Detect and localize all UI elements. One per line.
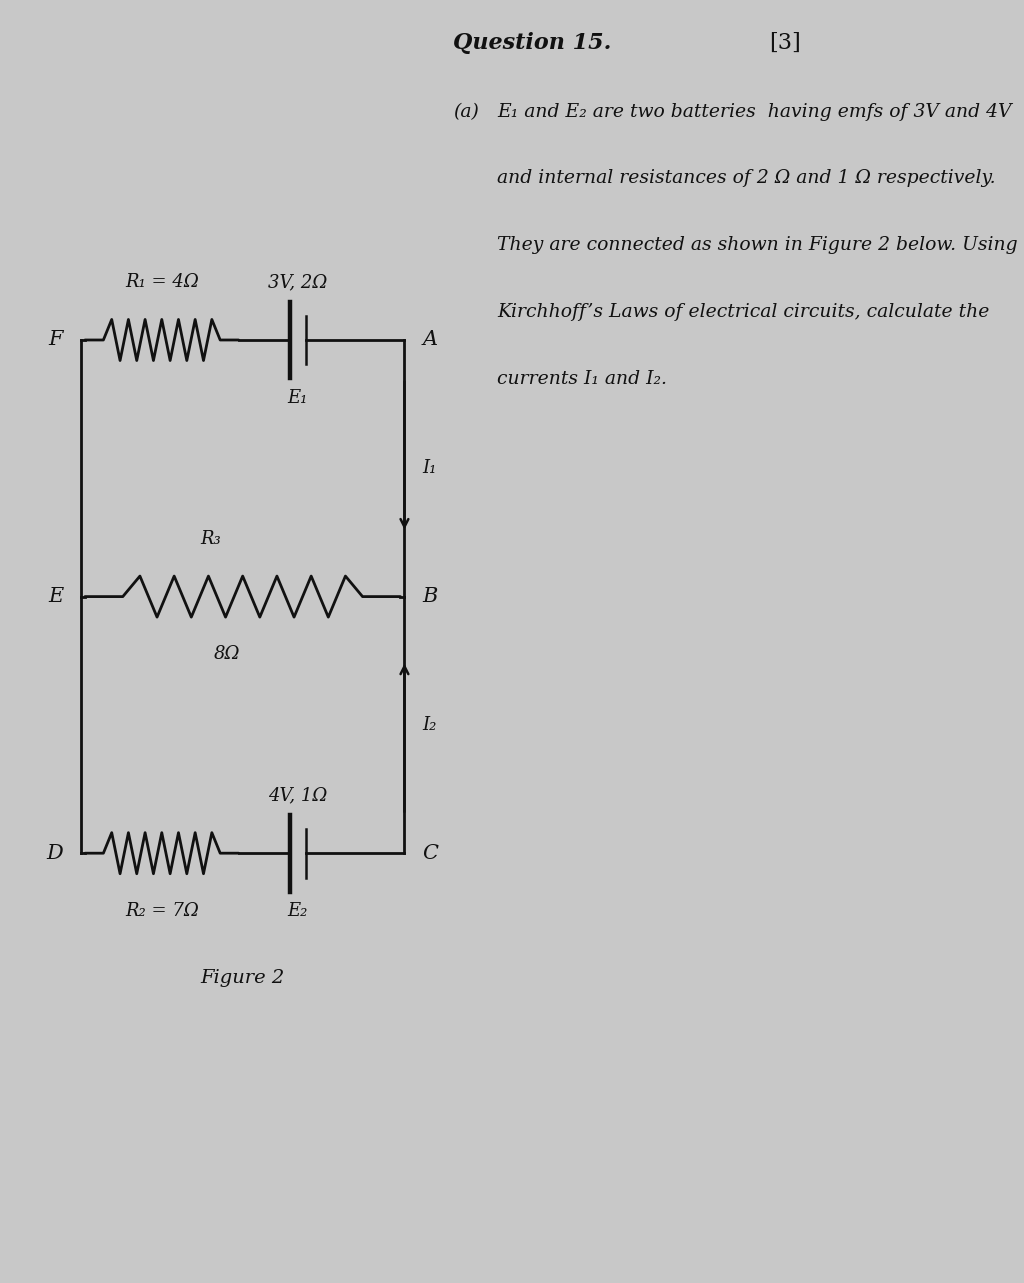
Text: Question 15.: Question 15. [453,32,611,54]
Text: [3]: [3] [769,32,801,54]
Text: F: F [48,331,63,349]
Text: I₁: I₁ [422,459,436,477]
Text: 8Ω: 8Ω [213,645,240,663]
Text: E₁ and E₂ are two batteries  having emfs of 3V and 4V: E₁ and E₂ are two batteries having emfs … [498,103,1012,121]
Text: E: E [48,588,63,606]
Text: C: C [422,844,438,862]
Text: R₁ = 4Ω: R₁ = 4Ω [125,273,199,291]
Text: R₃: R₃ [200,530,221,548]
Text: D: D [46,844,63,862]
Text: R₂ = 7Ω: R₂ = 7Ω [125,902,199,920]
Text: (a): (a) [453,103,479,121]
Text: currents I₁ and I₂.: currents I₁ and I₂. [498,370,668,387]
Text: Figure 2: Figure 2 [201,969,285,987]
Text: 4V, 1Ω: 4V, 1Ω [268,786,328,804]
Text: I₂: I₂ [422,716,436,734]
Text: and internal resistances of 2 Ω and 1 Ω respectively.: and internal resistances of 2 Ω and 1 Ω … [498,169,996,187]
Text: They are connected as shown in Figure 2 below. Using: They are connected as shown in Figure 2 … [498,236,1018,254]
Text: B: B [422,588,437,606]
Text: E₁: E₁ [288,389,308,407]
Text: A: A [422,331,437,349]
Text: E₂: E₂ [288,902,308,920]
Text: Kirchhoff’s Laws of electrical circuits, calculate the: Kirchhoff’s Laws of electrical circuits,… [498,303,990,321]
Text: 3V, 2Ω: 3V, 2Ω [268,273,328,291]
